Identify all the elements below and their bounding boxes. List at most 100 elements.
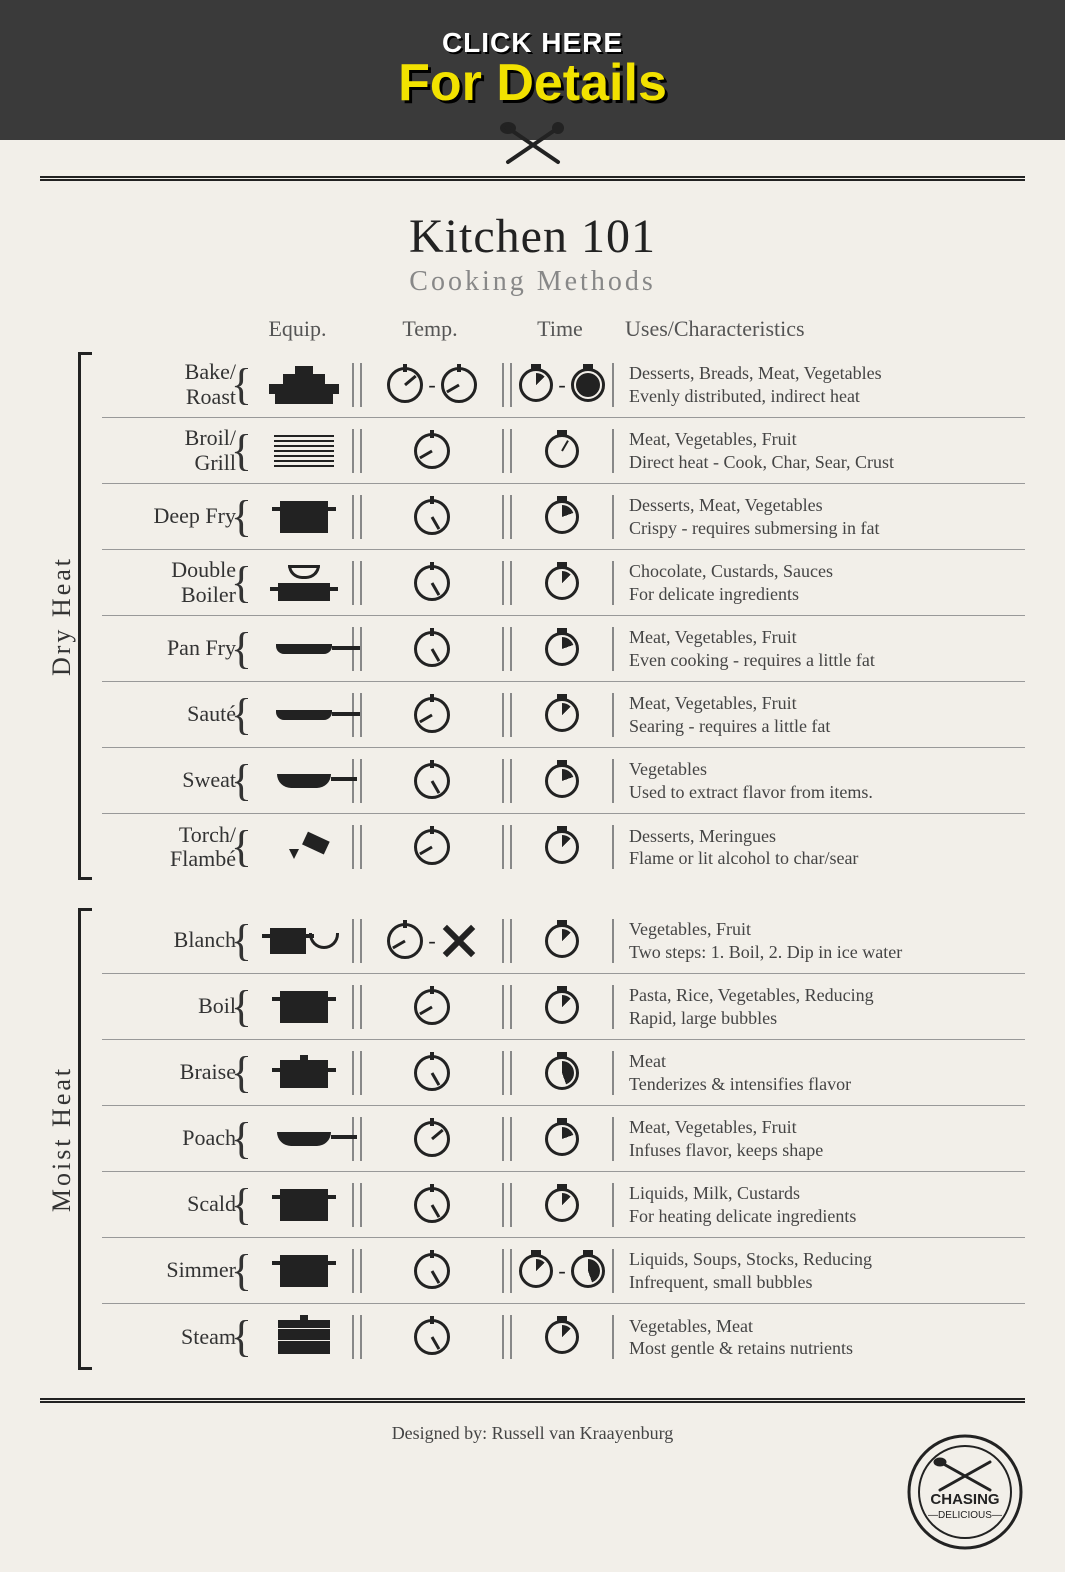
timer-icon <box>545 434 579 468</box>
timer-icon <box>545 1122 579 1156</box>
temp-cell <box>360 825 504 869</box>
uses-cell: Chocolate, Custards, SaucesFor delicate … <box>617 560 1025 605</box>
pot-lid-icon <box>280 1058 328 1088</box>
torch-icon <box>279 831 329 863</box>
equip-cell <box>256 495 354 539</box>
method-name: Simmer{ <box>102 1258 242 1282</box>
method-name: Boil{ <box>102 994 242 1018</box>
page-subtitle: Cooking Methods <box>40 266 1025 298</box>
temp-dial-icon <box>414 1253 450 1289</box>
temp-dial-icon <box>387 923 423 959</box>
equip-cell <box>256 759 354 803</box>
grill-icon <box>274 435 334 467</box>
temp-dial-icon <box>414 565 450 601</box>
pot-icon <box>280 991 328 1023</box>
temp-dial-icon <box>414 829 450 865</box>
method-name: Braise{ <box>102 1060 242 1084</box>
uses-cell: Liquids, Soups, Stocks, ReducingInfreque… <box>617 1248 1025 1293</box>
temp-dial-icon <box>414 697 450 733</box>
temp-dial-icon <box>414 433 450 469</box>
temp-cell <box>360 1051 504 1095</box>
temp-cell: - <box>360 919 504 963</box>
equip-cell <box>256 1117 354 1161</box>
page-title: Kitchen 101 <box>40 209 1025 264</box>
temp-dial-icon <box>414 1187 450 1223</box>
temp-dial-icon <box>414 1121 450 1157</box>
col-uses: Uses/Characteristics <box>615 316 1025 342</box>
time-cell <box>510 1117 614 1161</box>
steamer-icon <box>278 1320 330 1354</box>
timer-icon <box>571 1254 605 1288</box>
time-cell <box>510 919 614 963</box>
skillet-icon <box>277 1132 331 1146</box>
col-time: Time <box>505 316 615 342</box>
timer-icon <box>545 764 579 798</box>
uses-cell: Meat, Vegetables, FruitDirect heat - Coo… <box>617 428 1025 473</box>
promo-banner[interactable]: CLICK HERE For Details <box>0 0 1065 140</box>
timer-icon <box>545 1056 579 1090</box>
time-cell <box>510 825 614 869</box>
temp-dial-icon <box>414 1319 450 1355</box>
temp-cell: - <box>360 363 504 407</box>
col-temp: Temp. <box>355 316 505 342</box>
equip-cell <box>256 561 354 605</box>
pan-icon <box>276 710 332 720</box>
equip-cell <box>256 1315 354 1359</box>
method-row: Scald{Liquids, Milk, CustardsFor heating… <box>102 1172 1025 1238</box>
uses-cell: Pasta, Rice, Vegetables, ReducingRapid, … <box>617 984 1025 1029</box>
method-row: Boil{ Pasta, Rice, Vegetables, ReducingRa… <box>102 974 1025 1040</box>
timer-icon <box>519 1254 553 1288</box>
temp-cell <box>360 429 504 473</box>
section-moist: Moist Heat Blanch{-Vegetables, FruitTwo s… <box>40 908 1025 1370</box>
timer-icon <box>545 830 579 864</box>
temp-dial-icon <box>414 1055 450 1091</box>
timer-icon <box>545 566 579 600</box>
temp-cell <box>360 693 504 737</box>
pot-icon <box>280 1189 328 1221</box>
timer-icon <box>571 368 605 402</box>
double-boiler-icon <box>278 565 330 601</box>
method-name: Poach{ <box>102 1126 242 1150</box>
method-name: Broil/Grill{ <box>102 426 242 474</box>
method-row: Sauté{Meat, Vegetables, FruitSearing - r… <box>102 682 1025 748</box>
time-cell <box>510 1051 614 1095</box>
method-row: Steam{Vegetables, MeatMost gentle & reta… <box>102 1304 1025 1370</box>
equip-cell <box>256 363 354 407</box>
timer-icon <box>545 698 579 732</box>
method-row: DoubleBoiler{Chocolate, Custards, Sauces… <box>102 550 1025 616</box>
uses-cell: Desserts, Breads, Meat, VegetablesEvenly… <box>617 362 1025 407</box>
temp-dial-icon <box>414 499 450 535</box>
timer-icon <box>545 924 579 958</box>
time-cell: - <box>510 1249 614 1293</box>
equip-cell <box>256 693 354 737</box>
svg-text:—DELICIOUS—: —DELICIOUS— <box>928 1510 1002 1521</box>
equip-cell <box>256 825 354 869</box>
timer-icon <box>545 500 579 534</box>
timer-icon <box>545 1320 579 1354</box>
temp-dial-icon <box>387 367 423 403</box>
method-row: Bake/Roast{--Desserts, Breads, Meat, Veg… <box>102 352 1025 418</box>
method-name: Steam{ <box>102 1325 242 1349</box>
equip-cell <box>256 985 354 1029</box>
uses-cell: Desserts, Meat, VegetablesCrispy - requi… <box>617 494 1025 539</box>
equip-cell <box>256 627 354 671</box>
temp-dial-icon <box>414 631 450 667</box>
timer-icon <box>519 368 553 402</box>
uses-cell: Meat, Vegetables, FruitInfuses flavor, k… <box>617 1116 1025 1161</box>
time-cell <box>510 627 614 671</box>
equip-cell <box>256 1249 354 1293</box>
temp-cell <box>360 1183 504 1227</box>
method-row: Poach{ Meat, Vegetables, FruitInfuses fla… <box>102 1106 1025 1172</box>
method-name: Scald{ <box>102 1192 242 1216</box>
method-row: Blanch{-Vegetables, FruitTwo steps: 1. B… <box>102 908 1025 974</box>
method-row: Simmer{ -Liquids, Soups, Stocks, Reducing… <box>102 1238 1025 1304</box>
equip-cell <box>256 1183 354 1227</box>
method-name: Pan Fry{ <box>102 636 242 660</box>
time-cell <box>510 561 614 605</box>
banner-line2: For Details <box>398 53 667 113</box>
equip-cell <box>256 429 354 473</box>
section-label: Moist Heat <box>40 908 84 1370</box>
timer-icon <box>545 990 579 1024</box>
col-equip: Equip. <box>240 316 355 342</box>
method-row: Pan Fry{Meat, Vegetables, FruitEven cook… <box>102 616 1025 682</box>
